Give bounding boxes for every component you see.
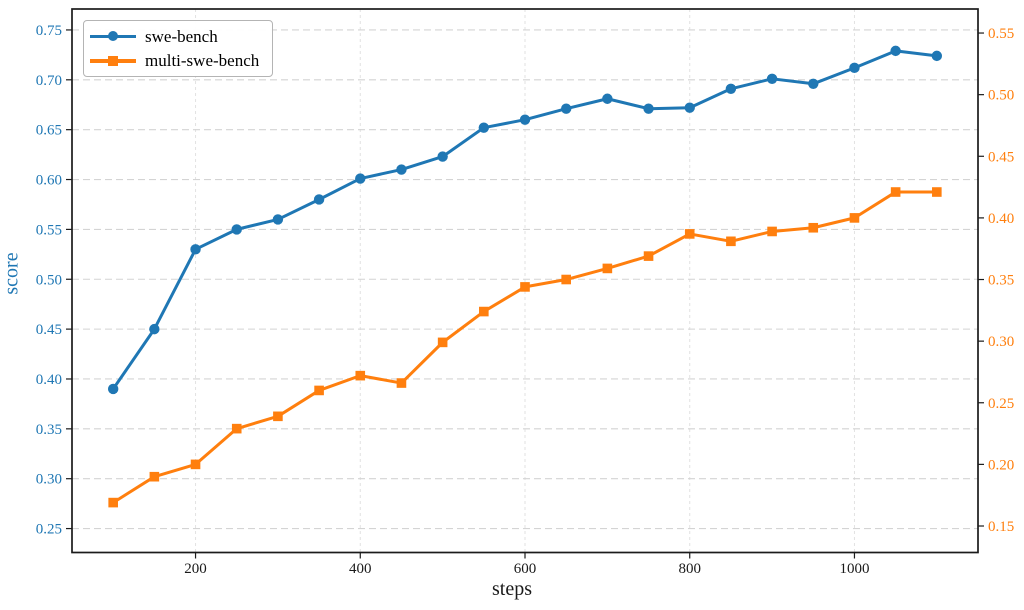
multi-swe-bench-marker — [190, 459, 201, 470]
multi-swe-bench-marker — [767, 226, 777, 237]
swe-bench-marker — [149, 323, 160, 335]
multi-swe-bench-marker — [149, 471, 160, 482]
multi-swe-bench-marker — [231, 423, 242, 434]
right-y-tick-label: 0.55 — [988, 26, 1014, 42]
multi-swe-bench-marker — [479, 306, 489, 317]
multi-swe-bench-marker — [520, 282, 530, 292]
swe-bench-marker — [808, 78, 819, 89]
left-y-tick-label: 0.50 — [36, 272, 62, 288]
swe-bench-marker — [849, 62, 860, 74]
swe-bench-marker — [437, 151, 448, 162]
x-tick-label: 600 — [514, 561, 537, 577]
left-y-tick-label: 0.35 — [36, 422, 62, 438]
x-tick-label: 400 — [349, 561, 372, 577]
right-y-tick-label: 0.30 — [988, 334, 1014, 350]
left-y-tick-label: 0.45 — [36, 322, 62, 338]
left-y-tick-label: 0.65 — [36, 123, 62, 139]
multi-swe-bench-marker — [849, 213, 860, 223]
x-tick-label: 200 — [184, 561, 207, 577]
swe-bench-marker — [684, 102, 695, 113]
swe-bench-marker — [355, 173, 366, 184]
multi-swe-bench-marker — [355, 370, 366, 381]
right-y-tick-label: 0.40 — [988, 211, 1014, 227]
multi-swe-bench-marker — [808, 222, 819, 233]
multi-swe-bench-marker — [396, 378, 407, 388]
legend-label: swe-bench — [145, 26, 218, 46]
left-y-tick-label: 0.55 — [36, 222, 62, 238]
x-axis-label: steps — [492, 578, 532, 600]
swe-bench-marker — [272, 214, 284, 225]
swe-bench-marker — [107, 383, 119, 395]
swe-bench-marker — [231, 224, 242, 235]
swe-bench-marker — [725, 83, 737, 94]
multi-swe-bench-marker — [726, 236, 736, 247]
swe-bench-marker — [313, 194, 325, 205]
swe-bench-marker — [766, 73, 778, 85]
swe-bench-marker — [190, 244, 201, 255]
swe-bench-marker — [478, 122, 490, 133]
legend: swe-bench multi-swe-bench — [83, 20, 273, 77]
multi-swe-bench-marker — [437, 337, 448, 348]
swe-bench-marker — [560, 103, 572, 114]
multi-swe-bench-marker — [273, 411, 283, 422]
multi-swe-bench-marker — [932, 187, 942, 197]
left-y-tick-label: 0.40 — [36, 372, 62, 388]
right-y-tick-label: 0.35 — [988, 273, 1014, 289]
y-axis-label: score — [0, 252, 23, 295]
swe-bench-legend-marker-icon — [90, 30, 136, 42]
left-y-tick-label: 0.70 — [36, 73, 62, 89]
swe-bench-marker — [396, 164, 407, 175]
x-tick-label: 1000 — [839, 561, 869, 577]
x-tick-label: 800 — [678, 561, 701, 577]
right-y-tick-label: 0.45 — [988, 149, 1014, 165]
left-y-tick-label: 0.30 — [36, 472, 62, 488]
swe-bench-marker — [890, 45, 901, 57]
swe-bench-marker — [643, 103, 654, 114]
multi-swe-bench-marker — [890, 187, 901, 197]
right-y-tick-label: 0.50 — [988, 88, 1014, 104]
multi-swe-bench-marker — [643, 251, 654, 261]
swe-bench-marker — [519, 114, 531, 125]
right-y-tick-label: 0.15 — [988, 519, 1014, 535]
left-y-tick-label: 0.75 — [36, 23, 62, 39]
right-y-tick-label: 0.25 — [988, 396, 1014, 412]
multi-swe-bench-marker — [108, 497, 118, 508]
left-y-tick-label: 0.60 — [36, 173, 62, 189]
multi-swe-bench-marker — [314, 385, 324, 396]
swe-bench-marker — [931, 50, 943, 62]
legend-item-multi-swe-bench: multi-swe-bench — [90, 49, 264, 74]
legend-item-swe-bench: swe-bench — [90, 24, 264, 49]
multi-swe-bench-legend-marker-icon — [90, 55, 136, 67]
multi-swe-bench-marker — [684, 229, 695, 239]
multi-swe-bench-marker — [602, 263, 613, 274]
legend-label: multi-swe-bench — [145, 51, 260, 71]
left-y-tick-label: 0.25 — [36, 522, 62, 538]
right-y-tick-label: 0.20 — [988, 457, 1014, 473]
swe-bench-marker — [602, 93, 613, 104]
multi-swe-bench-marker — [561, 274, 571, 285]
